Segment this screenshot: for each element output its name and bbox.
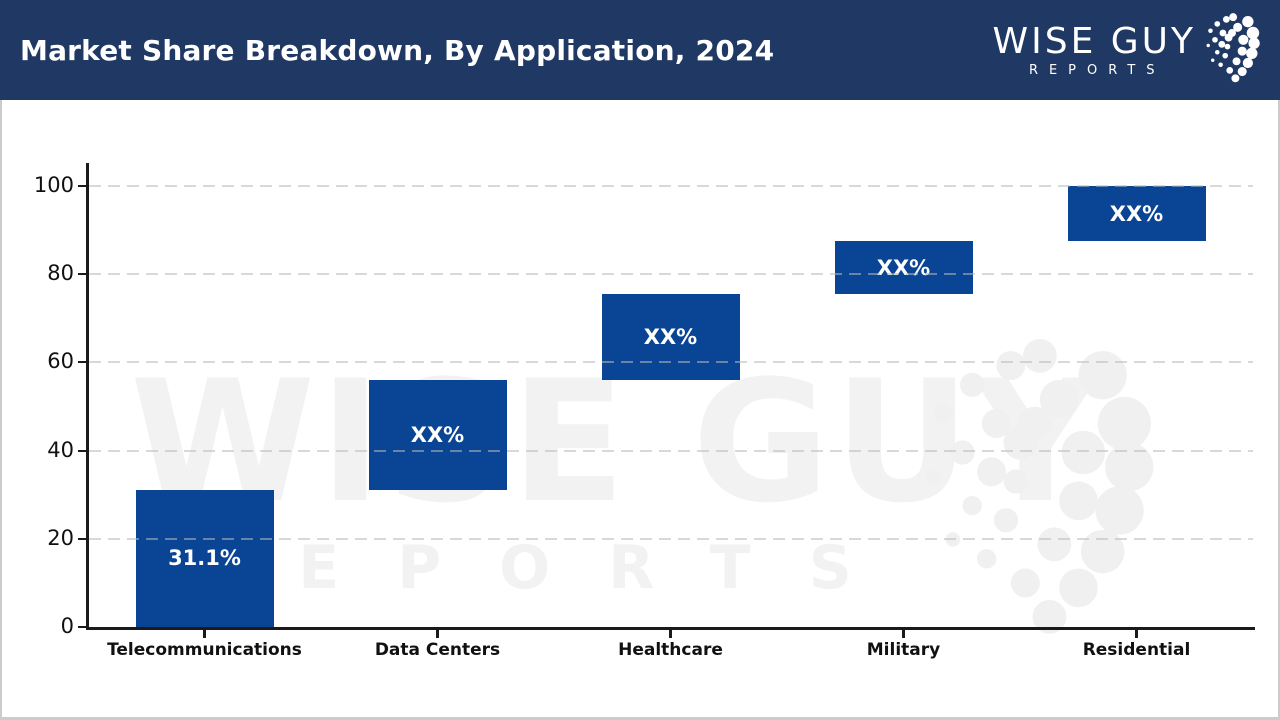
gridline-40 (89, 449, 1253, 452)
y-tick-label-20: 20 (47, 525, 74, 550)
x-category-label-residential: Residential (1082, 640, 1191, 660)
x-tick-2 (436, 630, 439, 638)
logo-subtitle: REPORTS (1028, 62, 1166, 78)
x-tick-3 (669, 630, 672, 638)
y-tick-label-80: 80 (47, 261, 74, 286)
logo-wordmark: WISE GUY (992, 20, 1196, 62)
bar-telecommunications: 31.1% (135, 489, 274, 627)
y-tick-label-100: 100 (33, 173, 74, 197)
wise-guy-logo: WISE GUY REPORTS (993, 9, 1267, 91)
bar-value-label: XX% (1109, 201, 1164, 226)
y-tick-100 (78, 185, 86, 187)
y-tick-80 (78, 273, 86, 276)
x-category-label-data-centers: Data Centers (374, 640, 501, 660)
logo-text: WISE GUY REPORTS (992, 20, 1197, 78)
x-category-label-telecommunications: Telecommunications (107, 640, 302, 660)
y-tick-20 (78, 537, 86, 540)
gridline-20 (89, 537, 1253, 540)
x-category-label-healthcare: Healthcare (618, 640, 723, 660)
bar-data-centers: XX% (368, 379, 507, 490)
y-tick-60 (78, 361, 86, 364)
bar-value-label: XX% (876, 255, 931, 280)
y-tick-40 (78, 449, 86, 452)
gridline-80 (89, 273, 1253, 276)
y-tick-label-60: 60 (47, 349, 74, 374)
bar-value-label: XX% (410, 422, 465, 447)
x-tick-1 (203, 630, 206, 638)
page-title: Market Share Breakdown, By Application, … (20, 33, 775, 67)
y-axis (86, 163, 89, 630)
y-tick-label-40: 40 (47, 437, 74, 462)
gridline-100 (89, 185, 1253, 187)
bar-value-label: XX% (643, 325, 698, 350)
bar-residential: XX% (1067, 186, 1206, 242)
y-tick-0 (78, 626, 86, 628)
logo-head-icon (1206, 13, 1260, 83)
x-tick-5 (1135, 630, 1138, 638)
watermark-head-icon (926, 338, 1154, 634)
watermark-wordmark: WISE GUY (130, 344, 1101, 540)
watermark-subtitle: REPORTS (194, 533, 910, 603)
y-tick-label-0: 0 (60, 614, 74, 638)
bar-value-label: 31.1% (168, 546, 241, 571)
bar-military: XX% (834, 241, 973, 295)
gridline-60 (89, 361, 1253, 364)
x-axis (86, 627, 1255, 630)
bar-healthcare: XX% (601, 294, 740, 380)
header-bar: Market Share Breakdown, By Application, … (0, 0, 1280, 100)
x-category-label-military: Military (866, 640, 941, 660)
x-tick-4 (902, 630, 905, 638)
